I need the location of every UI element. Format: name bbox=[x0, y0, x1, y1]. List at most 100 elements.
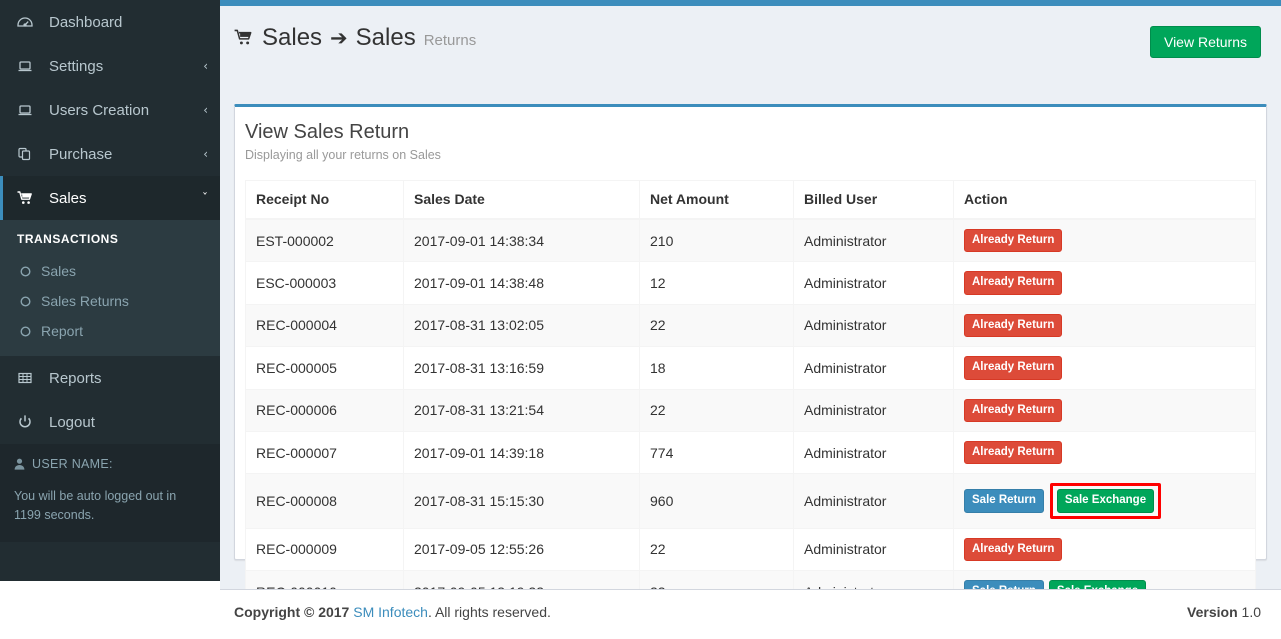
power-icon bbox=[17, 414, 39, 430]
action-button-already-return[interactable]: Already Return bbox=[964, 271, 1063, 295]
sidebar-subitem-report[interactable]: Report bbox=[0, 316, 220, 346]
sidebar-item-purchase[interactable]: Purchase ‹ bbox=[0, 132, 220, 176]
copyright-suffix: . All rights reserved. bbox=[427, 604, 551, 620]
table-icon bbox=[17, 370, 39, 386]
cell-receipt-no: REC-000007 bbox=[245, 430, 404, 475]
sidebar-item-sales[interactable]: Sales ˇ bbox=[0, 176, 220, 220]
sidebar-item-dashboard[interactable]: Dashboard bbox=[0, 0, 220, 44]
column-header-receipt-no: Receipt No bbox=[245, 180, 404, 220]
table-row: REC-000004 2017-08-31 13:02:05 22 Administr… bbox=[245, 303, 1256, 348]
sidebar-subitem-sales[interactable]: Sales bbox=[0, 256, 220, 286]
column-header-action: Action bbox=[953, 180, 1256, 220]
submenu-header: TRANSACTIONS bbox=[17, 232, 119, 246]
circle-o-icon bbox=[17, 265, 33, 277]
view-returns-button[interactable]: View Returns bbox=[1149, 26, 1261, 58]
cell-sales-date: 2017-09-05 12:55:26 bbox=[403, 527, 640, 572]
sidebar: Dashboard Settings ‹ Users Creation bbox=[0, 0, 220, 581]
cell-receipt-no: ESC-000003 bbox=[245, 261, 404, 305]
cell-receipt-no: REC-000005 bbox=[245, 346, 404, 390]
action-button-already-return[interactable]: Already Return bbox=[964, 537, 1063, 561]
cell-action: Sale Return Sale Exchange bbox=[953, 473, 1256, 529]
page-title: Sales ➔ Sales Returns bbox=[234, 24, 1261, 52]
cell-billed-user: Administrator bbox=[793, 430, 954, 475]
sidebar-item-logout[interactable]: Logout bbox=[0, 400, 220, 444]
cell-billed-user: Administrator bbox=[793, 473, 954, 529]
sidebar-user-block: USER NAME: You will be auto logged out i… bbox=[0, 444, 220, 542]
table-row: ESC-000003 2017-09-01 14:38:48 12 Administr… bbox=[245, 261, 1256, 305]
column-header-sales-date: Sales Date bbox=[403, 180, 640, 220]
sidebar-subitem-sales-returns[interactable]: Sales Returns bbox=[0, 286, 220, 316]
subitem-label: Report bbox=[41, 323, 84, 339]
user-name-label: USER NAME: bbox=[32, 457, 113, 471]
cell-net-amount: 22 bbox=[639, 388, 794, 432]
breadcrumb-parent[interactable]: Sales bbox=[262, 24, 323, 51]
user-icon bbox=[14, 458, 25, 470]
laptop-icon bbox=[17, 102, 39, 118]
cell-billed-user: Administrator bbox=[793, 388, 954, 432]
cell-action: Already Return bbox=[953, 346, 1256, 390]
cell-net-amount: 18 bbox=[639, 346, 794, 390]
panel-title: View Sales Return bbox=[245, 121, 410, 143]
cell-net-amount: 960 bbox=[639, 473, 794, 529]
action-button-already-return[interactable]: Already Return bbox=[964, 313, 1063, 338]
circle-o-icon bbox=[17, 325, 33, 337]
cell-sales-date: 2017-08-31 13:02:05 bbox=[403, 303, 640, 348]
cell-receipt-no: REC-000009 bbox=[245, 527, 404, 572]
sidebar-item-label: Users Creation bbox=[49, 101, 150, 119]
action-button-already-return[interactable]: Already Return bbox=[964, 398, 1063, 422]
cart-icon bbox=[234, 26, 254, 54]
sidebar-item-users-creation[interactable]: Users Creation ‹ bbox=[0, 88, 220, 132]
cell-billed-user: Administrator bbox=[793, 303, 954, 348]
chevron-down-icon: ˇ bbox=[202, 191, 208, 205]
table-row: REC-000007 2017-09-01 14:39:18 774 Administ… bbox=[245, 430, 1256, 475]
table-body: EST-000002 2017-09-01 14:38:34 210 Administ… bbox=[245, 218, 1256, 614]
cell-receipt-no: REC-000004 bbox=[245, 303, 404, 348]
action-button-sale-return[interactable]: Sale Return bbox=[964, 489, 1044, 513]
cell-net-amount: 22 bbox=[639, 527, 794, 572]
cell-net-amount: 210 bbox=[639, 218, 794, 263]
action-button-already-return[interactable]: Already Return bbox=[964, 229, 1063, 253]
cell-receipt-no: REC-000006 bbox=[245, 388, 404, 432]
panel-header: View Sales Return Displaying all your re… bbox=[235, 107, 1266, 168]
sidebar-item-label: Sales bbox=[49, 189, 87, 207]
cell-action: Already Return bbox=[953, 303, 1256, 348]
sidebar-item-label: Purchase bbox=[49, 145, 113, 163]
cell-action: Already Return bbox=[953, 218, 1256, 263]
cell-billed-user: Administrator bbox=[793, 527, 954, 572]
action-button-sale-exchange[interactable]: Sale Exchange bbox=[1056, 489, 1155, 513]
sidebar-item-label: Dashboard bbox=[49, 13, 123, 31]
column-header-net-amount: Net Amount bbox=[639, 180, 794, 220]
sidebar-item-label: Logout bbox=[49, 413, 95, 431]
cell-action: Already Return bbox=[953, 430, 1256, 475]
copyright-text: Copyright © 2017 SM Infotech. All rights… bbox=[234, 604, 551, 620]
cell-receipt-no: EST-000002 bbox=[245, 218, 404, 263]
table-row: REC-000008 2017-08-31 15:15:30 960 Administ… bbox=[245, 473, 1256, 529]
cell-sales-date: 2017-09-01 14:38:34 bbox=[403, 218, 640, 263]
sidebar-item-settings[interactable]: Settings ‹ bbox=[0, 44, 220, 88]
sidebar-item-label: Reports bbox=[49, 369, 102, 387]
chevron-left-icon: ‹ bbox=[203, 103, 208, 117]
cell-billed-user: Administrator bbox=[793, 261, 954, 305]
cell-sales-date: 2017-08-31 13:16:59 bbox=[403, 346, 640, 390]
column-header-billed-user: Billed User bbox=[793, 180, 954, 220]
cell-sales-date: 2017-08-31 15:15:30 bbox=[403, 473, 640, 529]
sidebar-submenu-sales: TRANSACTIONS Sales Sales Returns Report bbox=[0, 220, 220, 356]
cell-net-amount: 12 bbox=[639, 261, 794, 305]
arrow-right-icon: ➔ bbox=[330, 27, 348, 50]
cell-action: Already Return bbox=[953, 261, 1256, 305]
sidebar-item-reports[interactable]: Reports bbox=[0, 356, 220, 400]
company-link[interactable]: SM Infotech bbox=[353, 604, 428, 620]
breadcrumb-current: Sales bbox=[355, 24, 416, 51]
files-icon bbox=[17, 146, 39, 162]
cell-sales-date: 2017-08-31 13:21:54 bbox=[403, 388, 640, 432]
laptop-icon bbox=[17, 58, 39, 74]
action-button-already-return[interactable]: Already Return bbox=[964, 356, 1063, 380]
table-wrapper: Receipt No Sales Date Net Amount Billed … bbox=[235, 168, 1266, 614]
sales-return-panel: View Sales Return Displaying all your re… bbox=[234, 104, 1267, 614]
sales-returns-table: Receipt No Sales Date Net Amount Billed … bbox=[245, 180, 1256, 614]
action-button-already-return[interactable]: Already Return bbox=[964, 440, 1063, 465]
cell-billed-user: Administrator bbox=[793, 218, 954, 263]
cell-receipt-no: REC-000008 bbox=[245, 473, 404, 529]
table-row: EST-000002 2017-09-01 14:38:34 210 Administ… bbox=[245, 218, 1256, 263]
top-accent-bar bbox=[220, 0, 1281, 6]
